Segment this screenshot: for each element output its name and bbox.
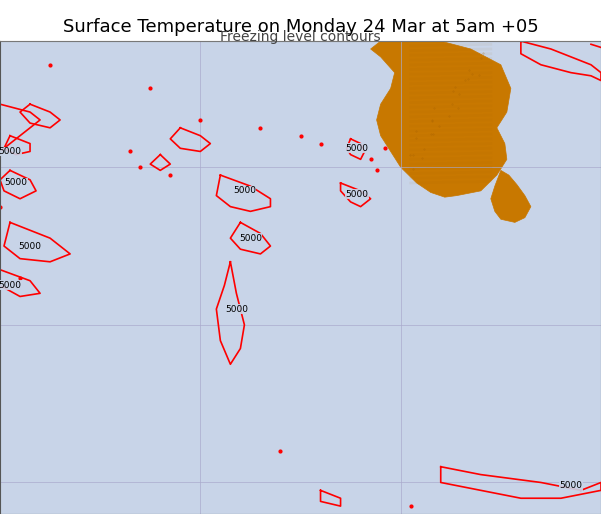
Text: 5000: 5000 bbox=[5, 178, 28, 188]
Text: 5000: 5000 bbox=[225, 305, 248, 314]
Text: 5000: 5000 bbox=[345, 144, 368, 153]
Text: Freezing level contours: Freezing level contours bbox=[220, 30, 381, 44]
Text: 5000: 5000 bbox=[560, 481, 582, 490]
Text: 5000: 5000 bbox=[0, 281, 22, 290]
Text: 5000: 5000 bbox=[233, 187, 256, 195]
Polygon shape bbox=[491, 170, 531, 223]
Text: 5000: 5000 bbox=[239, 234, 262, 243]
Text: Surface Temperature on Monday 24 Mar at 5am +05: Surface Temperature on Monday 24 Mar at … bbox=[63, 18, 538, 36]
Polygon shape bbox=[371, 41, 511, 197]
Text: 5000: 5000 bbox=[19, 242, 41, 250]
Text: 5000: 5000 bbox=[345, 190, 368, 198]
Text: 5000: 5000 bbox=[0, 147, 22, 156]
